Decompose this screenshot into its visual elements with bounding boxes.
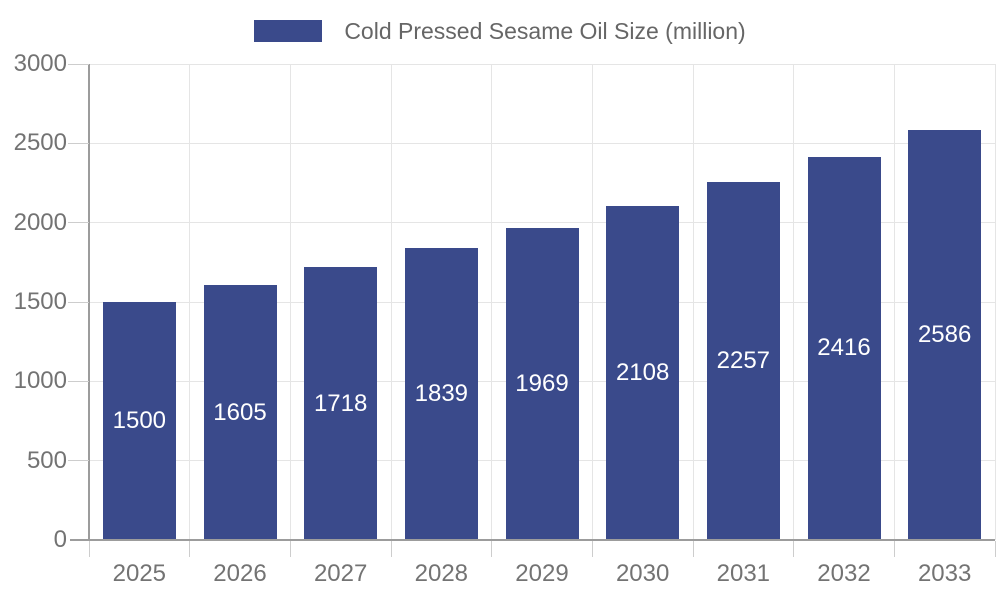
bar: 1605: [203, 285, 277, 540]
y-axis-tick-label: 1500: [13, 288, 67, 315]
bar-value-label: 2416: [817, 334, 871, 362]
bar-value-label: 1500: [112, 407, 167, 434]
x-tick-mark: [491, 541, 493, 557]
bar-value-label: 2108: [615, 358, 670, 386]
y-axis-tick-label: 2000: [13, 208, 67, 236]
x-axis-tick-label: 2033: [917, 560, 972, 587]
bar: 1839: [404, 248, 478, 540]
x-axis-tick-label: 2026: [213, 560, 267, 587]
y-tick-mark: [68, 301, 89, 303]
bar: 1969: [505, 227, 579, 540]
x-tick-mark: [893, 541, 895, 557]
x-axis-tick-label: 2032: [817, 560, 871, 587]
bar-value-label: 2257: [716, 346, 771, 374]
y-tick-mark: [68, 142, 89, 144]
x-tick-mark: [390, 541, 392, 557]
gridline-horizontal: [89, 142, 995, 144]
x-axis-line: [70, 539, 995, 541]
bar-value-label: 1839: [414, 380, 469, 408]
y-axis-tick-label: 3000: [13, 50, 67, 77]
gridline-horizontal: [89, 222, 995, 224]
x-axis-tick-label: 2025: [112, 560, 167, 587]
gridline-vertical: [893, 64, 895, 540]
x-axis-tick-label: 2027: [313, 560, 368, 587]
x-tick-mark: [189, 541, 191, 557]
y-axis-line: [88, 64, 90, 540]
y-tick-mark: [68, 380, 89, 382]
bar-value-label: 2586: [917, 320, 972, 348]
x-axis-tick-label: 2030: [615, 560, 670, 587]
y-tick-mark: [68, 63, 89, 65]
legend[interactable]: Cold Pressed Sesame Oil Size (million): [0, 18, 1000, 44]
x-tick-mark: [793, 541, 795, 557]
x-axis-tick-label: 2031: [716, 560, 771, 587]
y-axis-tick-label: 500: [26, 446, 67, 474]
gridline-vertical: [390, 64, 392, 540]
x-axis-tick-label: 2028: [414, 560, 469, 587]
gridline-horizontal: [89, 63, 995, 65]
gridline-vertical: [289, 64, 291, 540]
y-tick-mark: [68, 460, 89, 462]
bar-value-label: 1718: [313, 389, 368, 417]
bar: 2108: [606, 205, 680, 540]
bar: 2257: [706, 181, 780, 540]
legend-swatch: [254, 20, 323, 42]
gridline-vertical: [793, 64, 795, 540]
y-axis-tick-label: 1000: [13, 367, 67, 395]
x-tick-mark: [289, 541, 291, 557]
bar: 1500: [102, 302, 176, 540]
bar-value-label: 1969: [515, 369, 569, 397]
gridline-vertical: [189, 64, 191, 540]
gridline-vertical: [994, 64, 996, 540]
x-tick-mark: [88, 541, 90, 557]
x-tick-mark: [591, 541, 593, 557]
bar-value-label: 1605: [213, 398, 267, 426]
legend-label: Cold Pressed Sesame Oil Size (million): [344, 18, 746, 44]
gridline-vertical: [692, 64, 694, 540]
bar: 1718: [304, 267, 378, 540]
x-axis-tick-label: 2029: [515, 560, 569, 587]
gridline-vertical: [591, 64, 593, 540]
bar: 2586: [908, 129, 982, 540]
y-axis-tick-label: 2500: [13, 129, 67, 157]
gridline-vertical: [491, 64, 493, 540]
y-tick-mark: [68, 222, 89, 224]
y-axis-tick-label: 0: [53, 526, 67, 553]
x-tick-mark: [994, 541, 996, 557]
bar: 2416: [807, 156, 881, 540]
x-tick-mark: [692, 541, 694, 557]
